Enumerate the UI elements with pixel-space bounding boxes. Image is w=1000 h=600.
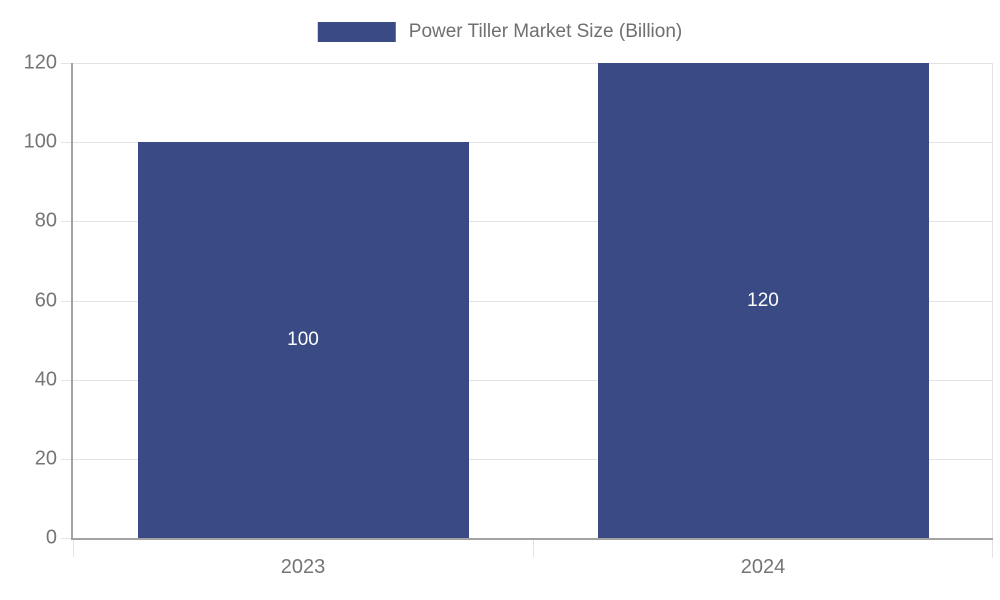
grid-line [73,300,993,302]
bar-value-label: 120 [747,289,779,311]
legend-item[interactable]: Power Tiller Market Size (Billion) [317,21,683,43]
y-axis-tick [61,63,73,64]
x-axis-boundary-tick [73,540,74,557]
bar-value-label: 100 [287,329,319,351]
y-axis-tick [61,300,73,302]
grid-line [73,142,993,144]
plot-right-border [992,63,993,558]
grid-line [73,379,993,381]
y-axis-tick [61,379,73,381]
y-axis-tick [61,142,73,144]
y-axis-line [71,63,73,540]
y-axis-tick-label: 100 [23,130,57,153]
grid-line [73,458,993,460]
bar-2023[interactable]: 100 [137,142,469,538]
x-axis-line [71,538,993,540]
grid-line [73,63,993,64]
y-axis-tick-label: 20 [34,447,57,470]
y-axis-tick-label: 0 [45,526,57,549]
x-axis-tick-label: 2023 [280,556,326,578]
y-axis-tick [61,538,73,539]
legend: Power Tiller Market Size (Billion) [317,21,683,43]
y-axis-tick-label: 60 [34,289,57,311]
grid-line [73,221,993,223]
legend-swatch-icon [317,22,396,42]
x-axis-tick-label: 2024 [740,556,786,578]
y-axis-tick [61,458,73,460]
y-axis-tick [61,221,73,223]
legend-label: Power Tiller Market Size (Billion) [408,21,683,42]
y-axis-tick-label: 40 [34,368,57,391]
x-axis-boundary-tick [533,540,534,557]
y-axis-tick-label: 80 [34,209,57,232]
y-axis-tick-label: 120 [23,51,57,74]
bar-2024[interactable]: 120 [597,63,929,538]
